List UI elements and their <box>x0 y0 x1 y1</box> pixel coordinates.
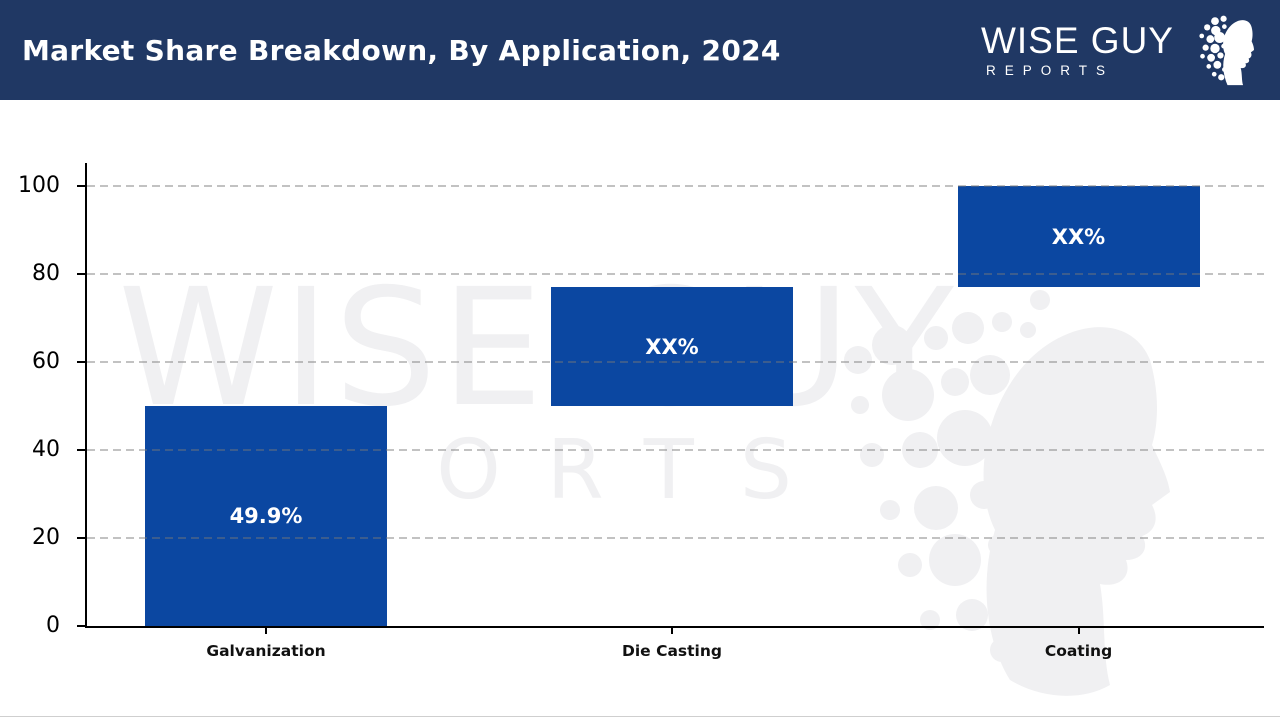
gridline-100 <box>87 185 1264 187</box>
category-label-die-casting: Die Casting <box>621 642 722 660</box>
gridline-40 <box>87 449 1264 451</box>
gridline-20 <box>87 537 1264 539</box>
y-axis-tick-mark <box>77 537 85 539</box>
logo-text: WISE GUY REPORTS <box>981 22 1174 78</box>
bar-value-label: XX% <box>645 334 699 359</box>
y-axis-tick-mark <box>77 273 85 275</box>
bar-die-casting: XX% <box>551 287 793 407</box>
y-axis-tick-mark <box>77 449 85 451</box>
y-axis-tick-label: 100 <box>18 173 60 198</box>
y-axis-tick-label: 20 <box>32 525 60 550</box>
y-axis-tick-mark <box>77 625 85 627</box>
y-axis-tick-mark <box>77 361 85 363</box>
category-label-coating: Coating <box>1044 642 1113 660</box>
logo-wordmark: WISE GUY <box>980 20 1174 61</box>
y-axis-tick-label: 40 <box>32 437 60 462</box>
category-label-galvanization: Galvanization <box>206 642 326 660</box>
bar-galvanization: 49.9% <box>145 406 387 626</box>
bar-value-label: XX% <box>1051 224 1106 249</box>
y-axis-tick-label: 80 <box>32 261 60 286</box>
y-axis-tick-mark <box>77 185 85 187</box>
page-title: Market Share Breakdown, By Application, … <box>22 33 781 67</box>
x-axis-tick-mark <box>671 628 673 634</box>
bottom-divider <box>0 716 1280 717</box>
gridline-80 <box>87 273 1264 275</box>
gridline-60 <box>87 361 1264 363</box>
header-bar: Market Share Breakdown, By Application, … <box>0 0 1280 100</box>
wise-guy-reports-logo: WISE GUY REPORTS <box>981 8 1254 92</box>
bar-value-label: 49.9% <box>229 504 303 529</box>
y-axis-tick-label: 60 <box>32 349 60 374</box>
x-axis-tick-mark <box>1077 628 1080 634</box>
chart-canvas: WISE GUY REPORTS 0 20 40 60 80 100 49.9% Galvan… <box>0 100 1280 720</box>
plot-area: 0 20 40 60 80 100 49.9% Galvanization XX% Die Cas… <box>18 163 1264 660</box>
logo-subtitle: REPORTS <box>985 63 1114 78</box>
dotted-head-profile-icon <box>1199 15 1254 86</box>
bar-coating: XX% <box>957 186 1200 288</box>
y-axis-tick-label: 0 <box>46 613 60 638</box>
x-axis-tick-mark <box>265 628 267 634</box>
